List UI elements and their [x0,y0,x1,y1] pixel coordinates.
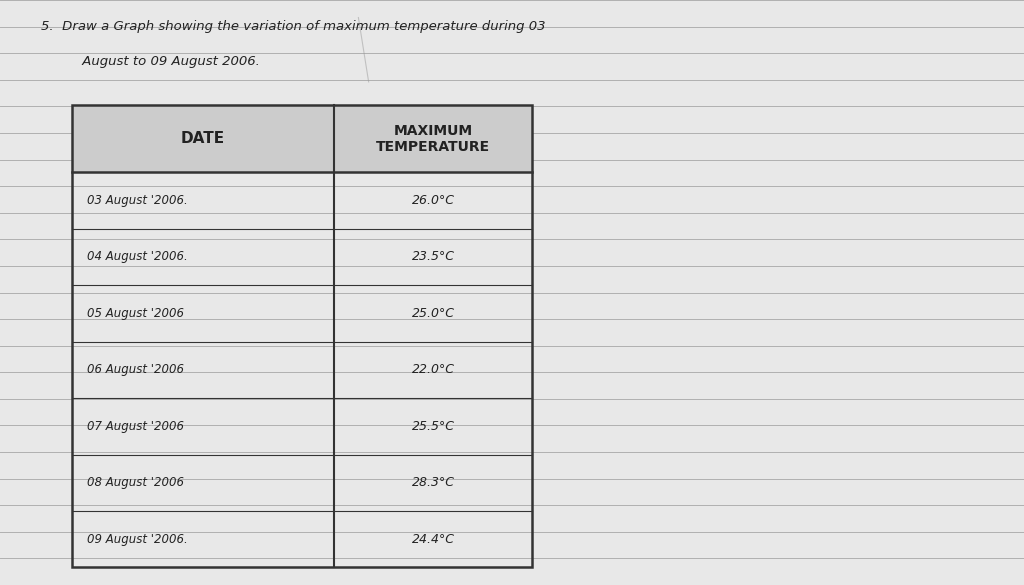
Text: MAXIMUM
TEMPERATURE: MAXIMUM TEMPERATURE [377,123,490,154]
Text: 25.5°C: 25.5°C [412,420,455,433]
Text: 06 August '2006: 06 August '2006 [87,363,184,376]
Text: 09 August '2006.: 09 August '2006. [87,533,187,546]
Text: 5.  Draw a Graph showing the variation of maximum temperature during 03: 5. Draw a Graph showing the variation of… [41,20,546,33]
Text: 07 August '2006: 07 August '2006 [87,420,184,433]
Text: 22.0°C: 22.0°C [412,363,455,376]
Text: 28.3°C: 28.3°C [412,476,455,489]
Bar [72,105,532,567]
Text: 04 August '2006.: 04 August '2006. [87,250,187,263]
Text: August to 09 August 2006.: August to 09 August 2006. [61,55,260,68]
Text: 03 August '2006.: 03 August '2006. [87,194,187,207]
Text: 05 August '2006: 05 August '2006 [87,307,184,320]
Text: DATE: DATE [181,131,225,146]
Bar [72,105,532,173]
Text: 08 August '2006: 08 August '2006 [87,476,184,489]
Text: 23.5°C: 23.5°C [412,250,455,263]
Text: 25.0°C: 25.0°C [412,307,455,320]
Text: 26.0°C: 26.0°C [412,194,455,207]
Text: 24.4°C: 24.4°C [412,533,455,546]
